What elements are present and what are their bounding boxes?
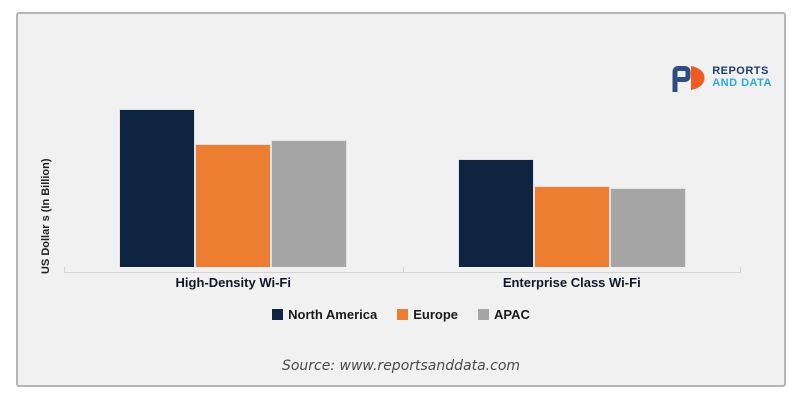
legend-label: APAC: [494, 307, 530, 322]
logo-monogram-icon: [672, 66, 705, 92]
legend-label: Europe: [413, 307, 459, 322]
bar-north-america: [457, 159, 534, 267]
category-label: High-Density Wi-Fi: [175, 275, 291, 290]
logo-text: REPORTS AND DATA: [712, 66, 772, 89]
reports-and-data-logo: REPORTS AND DATA: [670, 64, 772, 92]
x-axis-line: [64, 272, 741, 273]
bar-apac: [609, 188, 686, 267]
legend-item-apac: APAC: [478, 307, 530, 322]
category-labels: High-Density Wi-Fi Enterprise Class Wi-Fi: [64, 275, 741, 290]
chart-panel: REPORTS AND DATA US Dollar s (In Billion…: [16, 12, 786, 387]
bar-groups: [64, 54, 741, 267]
bar-europe: [195, 144, 272, 267]
bar-europe: [533, 186, 610, 267]
axis-tick: [740, 267, 741, 272]
source-attribution: Source: www.reportsanddata.com: [281, 358, 521, 374]
axis-tick: [64, 267, 65, 272]
legend-item-north-america: North America: [272, 307, 377, 322]
bar-group: [403, 54, 742, 267]
logo-anddata-text: AND DATA: [712, 77, 772, 89]
category-label: Enterprise Class Wi-Fi: [502, 275, 641, 290]
legend-label: North America: [288, 307, 378, 322]
legend: North America Europe APAC: [18, 307, 784, 322]
bar-apac: [271, 140, 348, 267]
plot-area: [64, 54, 741, 267]
legend-item-europe: Europe: [397, 307, 458, 322]
legend-swatch-icon: [478, 309, 490, 320]
legend-swatch-icon: [272, 309, 284, 320]
bar-group: [64, 54, 403, 267]
logo-reports-text: REPORTS: [712, 65, 769, 78]
legend-swatch-icon: [397, 309, 409, 320]
x-axis: [64, 267, 741, 273]
axis-tick: [402, 267, 404, 272]
y-axis-label: US Dollar s (In Billion): [40, 158, 52, 274]
bar-north-america: [119, 109, 196, 267]
